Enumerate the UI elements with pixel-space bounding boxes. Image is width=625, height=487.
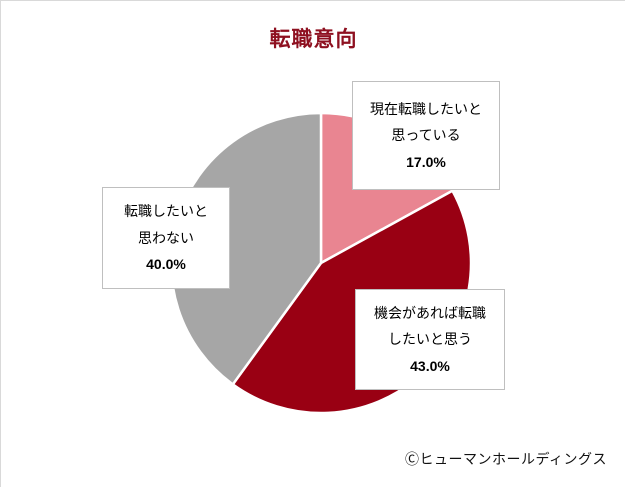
callout-no-intent: 転職したいと 思わない 40.0% xyxy=(102,187,230,289)
callout-current-percent: 17.0% xyxy=(406,153,446,170)
page-title: 転職意向 xyxy=(269,28,358,51)
callout-opportunity-percent: 43.0% xyxy=(410,357,450,374)
callout-current-line1: 現在転職したいと xyxy=(370,100,482,117)
callout-current-intent: 現在転職したいと 思っている 17.0% xyxy=(352,81,500,190)
callout-opportunity-line2: したいと思う xyxy=(388,331,472,348)
callout-opportunity-line1: 機会があれば転職 xyxy=(374,304,486,321)
callout-none-line2: 思わない xyxy=(138,229,194,246)
callout-none-line1: 転職したいと xyxy=(124,203,208,220)
callout-opportunity-intent: 機会があれば転職 したいと思う 43.0% xyxy=(355,289,505,390)
copyright-notice: Ⓒヒューマンホールディングス xyxy=(404,451,607,467)
callout-none-percent: 40.0% xyxy=(146,256,186,273)
callout-current-line2: 思っている xyxy=(391,127,461,144)
